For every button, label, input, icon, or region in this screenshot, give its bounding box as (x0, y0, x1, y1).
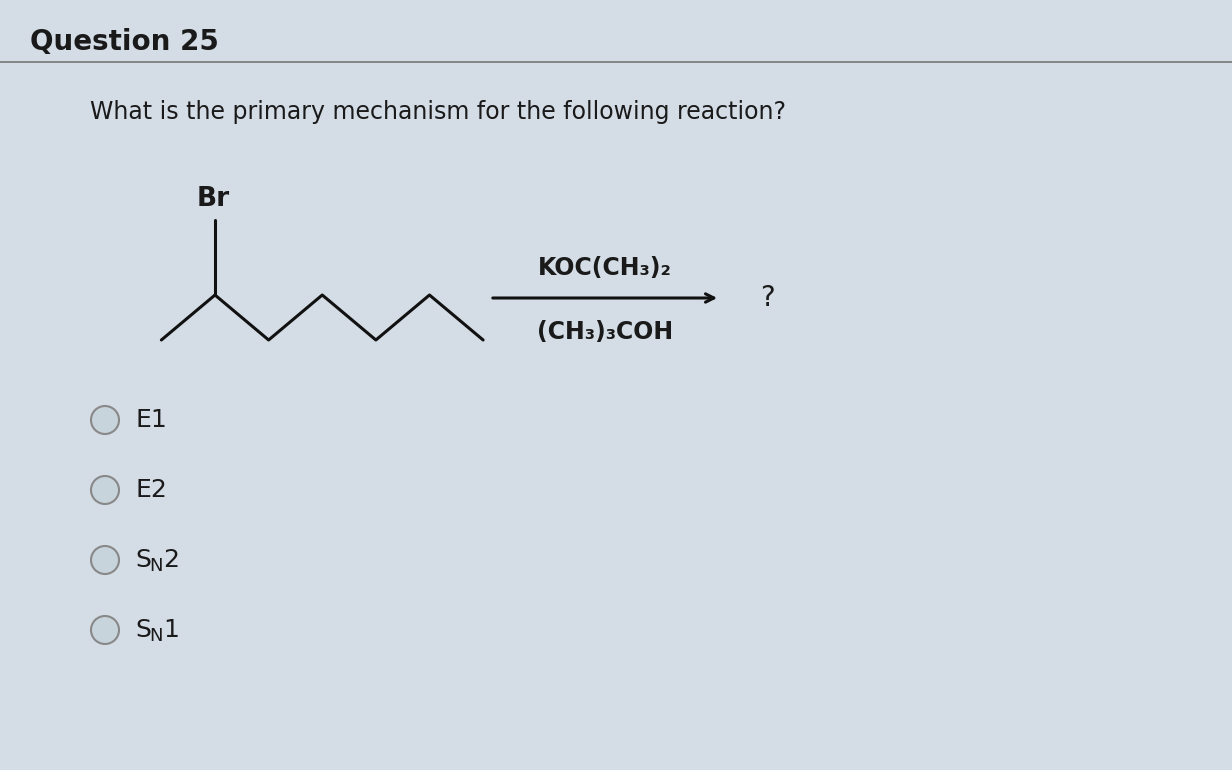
Circle shape (91, 476, 120, 504)
Circle shape (91, 406, 120, 434)
Text: ?: ? (760, 284, 775, 312)
Text: Br: Br (196, 186, 229, 212)
Text: 1: 1 (163, 618, 179, 642)
Text: KOC(CH₃)₂: KOC(CH₃)₂ (538, 256, 671, 280)
Text: S: S (136, 548, 150, 572)
Text: N: N (149, 627, 163, 645)
Text: (CH₃)₃COH: (CH₃)₃COH (537, 320, 673, 344)
Text: E2: E2 (136, 478, 166, 502)
Text: S: S (136, 618, 150, 642)
Circle shape (91, 546, 120, 574)
Text: 2: 2 (163, 548, 179, 572)
Text: Question 25: Question 25 (30, 28, 219, 56)
Text: N: N (149, 557, 163, 575)
Text: E1: E1 (136, 408, 166, 432)
Circle shape (91, 616, 120, 644)
Text: What is the primary mechanism for the following reaction?: What is the primary mechanism for the fo… (90, 100, 786, 124)
